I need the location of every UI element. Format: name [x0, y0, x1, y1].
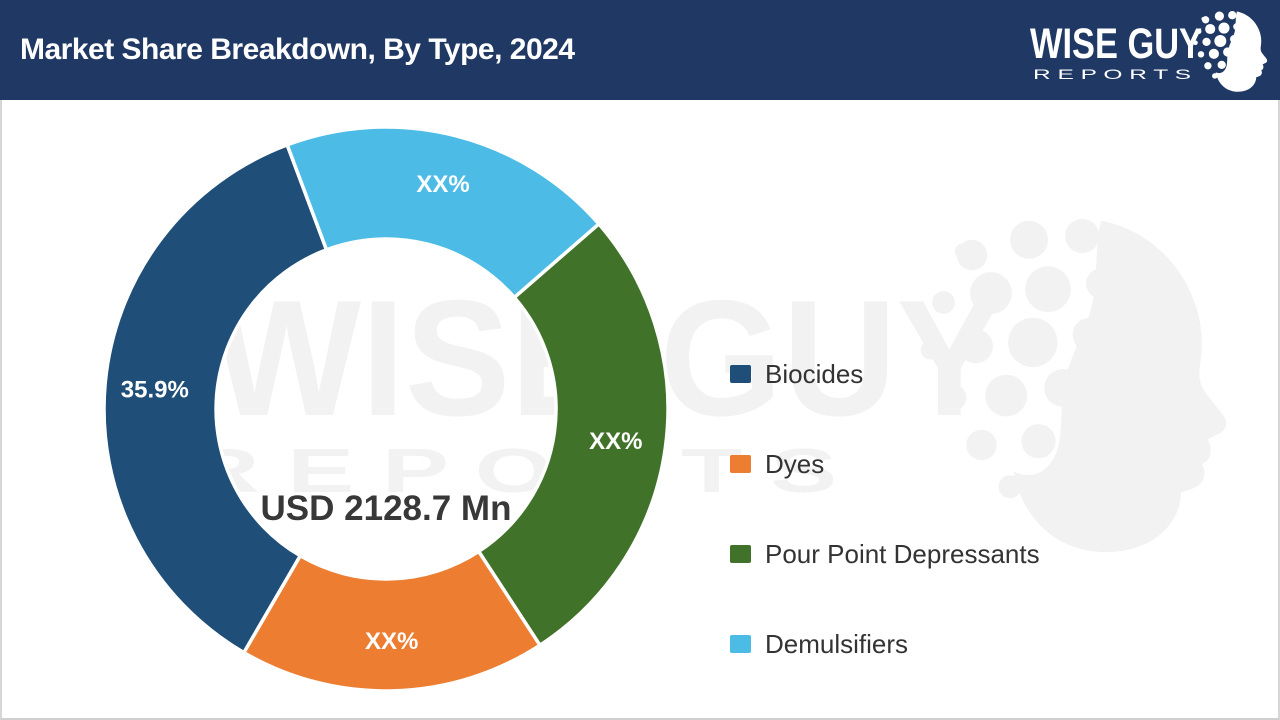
- slice-value-label: XX%: [365, 628, 418, 655]
- legend-item-dyes: Dyes: [730, 448, 1040, 479]
- wiseguy-logo: WISE GUY R E P O R T S: [1030, 11, 1268, 92]
- legend-label: Pour Point Depressants: [765, 538, 1040, 569]
- header-bar: Market Share Breakdown, By Type, 2024 WI…: [0, 0, 1280, 100]
- chart-canvas: WISE GUY R E P O R T S 35.9% XX% XX% XX% US…: [0, 100, 1280, 720]
- slice-pour-point-depressants: [477, 222, 670, 647]
- chart-center-total: USD 2128.7 Mn: [260, 489, 512, 528]
- slice-demulsifiers: [285, 125, 601, 300]
- logo-wordmark: WISE GUY: [1030, 20, 1202, 68]
- legend-item-pour-point-depressants: Pour Point Depressants: [730, 538, 1040, 569]
- wiseguy-face-icon: [1193, 11, 1268, 92]
- legend-label: Demulsifiers: [765, 628, 909, 659]
- legend-item-biocides: Biocides: [730, 358, 1040, 389]
- legend-label: Biocides: [765, 358, 864, 389]
- legend-swatch-biocides: [730, 365, 751, 383]
- legend-item-demulsifiers: Demulsifiers: [730, 628, 1040, 659]
- chart-legend: Biocides Dyes Pour Point Depressants Dem…: [730, 358, 1040, 720]
- donut-chart: 35.9% XX% XX% XX%: [102, 125, 670, 693]
- slice-dyes: [242, 549, 542, 693]
- legend-swatch-pour-point-depressants: [730, 545, 751, 563]
- legend-swatch-dyes: [730, 455, 751, 473]
- legend-label: Dyes: [765, 448, 825, 479]
- legend-swatch-demulsifiers: [730, 635, 751, 653]
- slice-value-label: XX%: [589, 428, 642, 455]
- slice-biocides: [102, 143, 329, 655]
- slice-value-label: XX%: [416, 171, 469, 198]
- slice-value-label: 35.9%: [121, 376, 189, 403]
- logo-subtext: R E P O R T S: [1033, 66, 1191, 82]
- page-title: Market Share Breakdown, By Type, 2024: [20, 33, 575, 66]
